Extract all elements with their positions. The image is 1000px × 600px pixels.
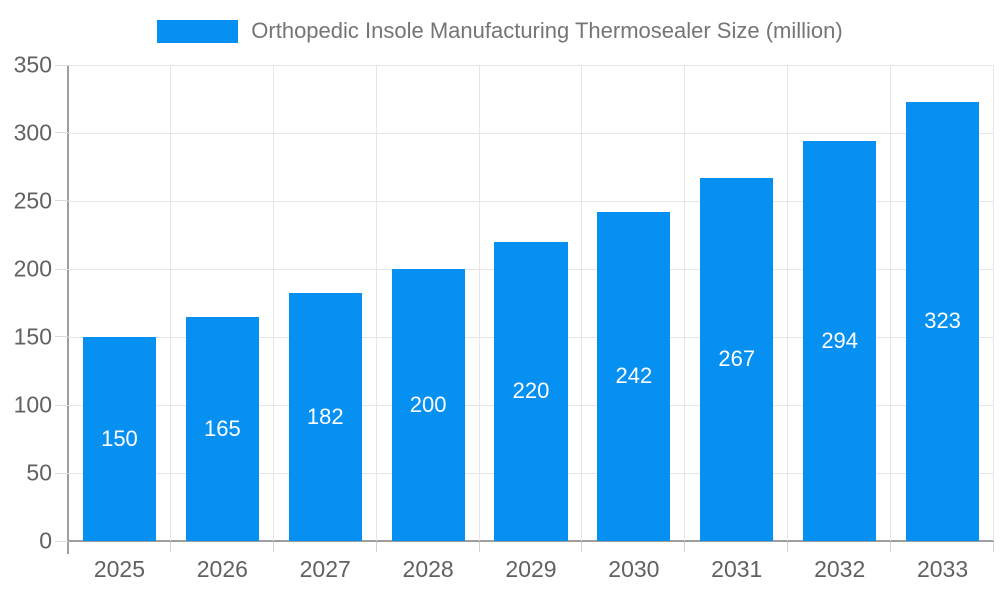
gridline-h — [68, 133, 994, 134]
bar-column: 267 — [685, 65, 788, 541]
x-tick-label: 2025 — [93, 556, 146, 582]
chart-title: Orthopedic Insole Manufacturing Thermose… — [251, 18, 843, 43]
bars-layer: 150 165 182 200 220 242 267 294 323 — [68, 65, 994, 541]
bar[interactable]: 165 — [185, 316, 259, 541]
bar-column: 200 — [377, 65, 480, 541]
y-tick — [55, 540, 68, 542]
y-tick-label: 50 — [26, 459, 52, 486]
plot-area: 150 165 182 200 220 242 267 294 323 — [68, 65, 994, 541]
bar[interactable]: 220 — [494, 241, 568, 541]
bar-column: 242 — [582, 65, 685, 541]
y-axis-line — [67, 65, 69, 554]
x-tick-label: 2026 — [196, 556, 248, 582]
gridline-h — [68, 65, 994, 66]
y-tick-label: 300 — [13, 119, 52, 146]
bar-value-label: 242 — [615, 363, 653, 389]
x-tick — [890, 542, 892, 552]
x-tick — [478, 542, 480, 552]
x-axis-line — [68, 540, 994, 542]
bar-value-label: 323 — [924, 308, 961, 334]
bar-column: 182 — [274, 65, 377, 541]
bar-column: 150 — [68, 65, 171, 541]
x-tick-label: 2029 — [505, 556, 557, 582]
x-tick — [684, 542, 686, 552]
gridline-v — [890, 65, 892, 541]
y-tick — [55, 472, 68, 474]
bar-column: 165 — [171, 65, 274, 541]
x-tick-label: 2027 — [299, 556, 351, 582]
legend-swatch — [157, 19, 239, 43]
gridline-h — [68, 201, 994, 202]
y-tick — [55, 64, 68, 66]
bar[interactable]: 150 — [82, 337, 156, 541]
y-tick-label: 200 — [13, 255, 52, 282]
bar-column: 323 — [891, 65, 994, 541]
gridline-v — [581, 65, 583, 541]
y-tick — [55, 404, 68, 406]
bar-value-label: 267 — [718, 346, 756, 372]
x-tick — [272, 542, 274, 552]
bar-value-label: 200 — [409, 392, 447, 417]
y-tick-label: 250 — [13, 187, 52, 214]
bar-value-label: 165 — [203, 415, 241, 441]
y-tick — [55, 268, 68, 270]
y-axis-labels: 0 50 100 150 200 250 300 350 — [0, 52, 52, 554]
x-tick-label: 2032 — [814, 556, 866, 582]
bar-column: 220 — [480, 65, 583, 541]
y-tick-label: 0 — [39, 527, 52, 554]
x-axis-labels: 2025 2026 2027 2028 2029 2030 2031 2032 2033 — [68, 556, 994, 586]
x-axis-ticks — [68, 542, 994, 552]
bar[interactable]: 182 — [288, 293, 362, 541]
x-tick-label: 2030 — [608, 556, 660, 582]
y-tick-label: 350 — [13, 51, 52, 78]
bar-value-label: 294 — [821, 328, 859, 354]
y-tick — [55, 336, 68, 338]
bar[interactable]: 323 — [906, 101, 980, 541]
y-tick — [55, 132, 68, 134]
x-tick — [169, 542, 171, 552]
x-tick — [375, 542, 377, 552]
gridline-v — [787, 65, 789, 541]
x-tick — [581, 542, 583, 552]
bar-value-label: 182 — [306, 404, 344, 430]
x-tick — [993, 542, 994, 552]
gridline-v — [272, 65, 274, 541]
gridline-v — [478, 65, 480, 541]
gridline-v — [684, 65, 686, 541]
bar[interactable]: 200 — [391, 269, 465, 541]
gridline-v — [169, 65, 171, 541]
x-tick-label: 2031 — [711, 556, 763, 582]
x-tick-label: 2033 — [916, 556, 969, 582]
y-tick-label: 150 — [13, 323, 52, 350]
bar[interactable]: 294 — [803, 141, 877, 541]
bar[interactable]: 242 — [597, 211, 671, 541]
bar-column: 294 — [788, 65, 891, 541]
legend[interactable]: Orthopedic Insole Manufacturing Thermose… — [0, 17, 1000, 45]
bar-value-label: 220 — [512, 378, 550, 404]
bar-value-label: 150 — [101, 426, 138, 451]
gridline-v — [375, 65, 377, 541]
y-axis-ticks — [55, 64, 68, 542]
x-tick-label: 2028 — [402, 556, 454, 582]
bar[interactable]: 267 — [700, 177, 774, 541]
y-tick — [55, 200, 68, 202]
gridline-v — [993, 65, 994, 541]
y-tick-label: 100 — [13, 391, 52, 418]
x-tick — [787, 542, 789, 552]
